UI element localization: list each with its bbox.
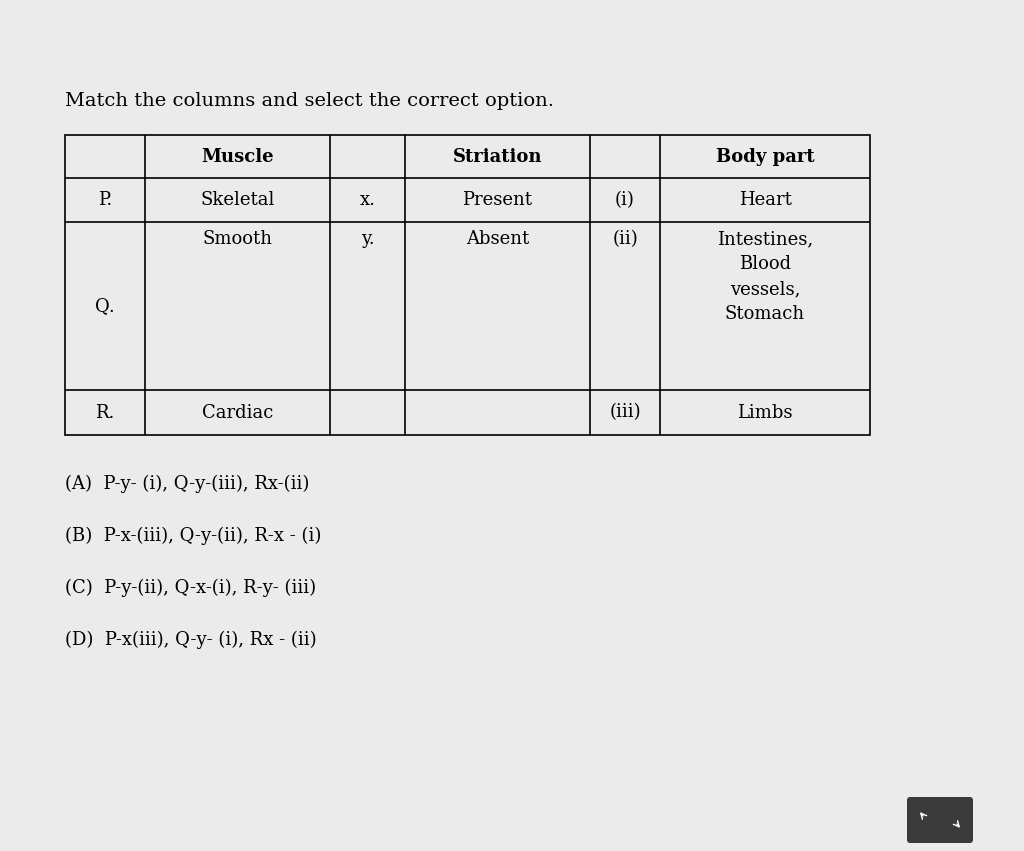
Text: Limbs: Limbs (737, 403, 793, 421)
Text: Match the columns and select the correct option.: Match the columns and select the correct… (65, 92, 554, 110)
Text: Muscle: Muscle (201, 147, 273, 165)
Text: Skeletal: Skeletal (201, 191, 274, 209)
Text: Intestines,
Blood
vessels,
Stomach: Intestines, Blood vessels, Stomach (717, 230, 813, 323)
Text: (D)  P-x(iii), Q-y- (i), Rx - (ii): (D) P-x(iii), Q-y- (i), Rx - (ii) (65, 631, 316, 649)
Text: Present: Present (463, 191, 532, 209)
Text: Smooth: Smooth (203, 230, 272, 248)
Text: x.: x. (359, 191, 376, 209)
Text: Cardiac: Cardiac (202, 403, 273, 421)
Text: R.: R. (95, 403, 115, 421)
Text: y.: y. (360, 230, 375, 248)
Text: (B)  P-x-(iii), Q-y-(ii), R-x - (i): (B) P-x-(iii), Q-y-(ii), R-x - (i) (65, 527, 322, 545)
FancyBboxPatch shape (907, 797, 973, 843)
Text: (i): (i) (615, 191, 635, 209)
Text: Heart: Heart (738, 191, 792, 209)
Text: (A)  P-y- (i), Q-y-(iii), Rx-(ii): (A) P-y- (i), Q-y-(iii), Rx-(ii) (65, 475, 309, 494)
Text: Body part: Body part (716, 147, 814, 165)
Text: Q.: Q. (95, 297, 115, 315)
Bar (65, 135, 870, 435)
Text: (iii): (iii) (609, 403, 641, 421)
Text: (ii): (ii) (612, 230, 638, 248)
Text: Absent: Absent (466, 230, 529, 248)
Text: P.: P. (98, 191, 112, 209)
Text: Striation: Striation (453, 147, 543, 165)
Text: (C)  P-y-(ii), Q-x-(i), R-y- (iii): (C) P-y-(ii), Q-x-(i), R-y- (iii) (65, 579, 316, 597)
